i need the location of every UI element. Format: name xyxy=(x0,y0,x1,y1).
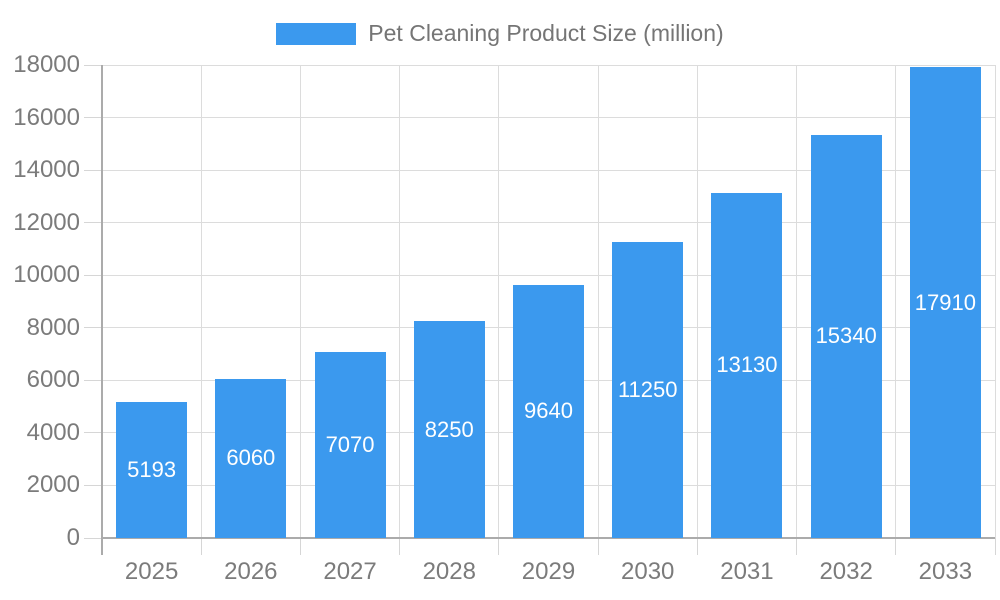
y-axis-tick xyxy=(84,64,102,66)
y-axis-tick-label: 12000 xyxy=(13,208,80,236)
y-axis-tick xyxy=(84,222,102,224)
bar-2028[interactable]: 8250 xyxy=(413,321,485,538)
x-axis-category-label: 2028 xyxy=(422,558,476,585)
vertical-gridline xyxy=(994,65,996,538)
x-axis-category-label: 2029 xyxy=(521,558,576,585)
y-axis-tick-label: 18000 xyxy=(13,51,80,78)
x-axis-category-label: 2025 xyxy=(124,558,179,585)
bar-value-label: 9640 xyxy=(524,398,573,424)
legend[interactable]: Pet Cleaning Product Size (million) xyxy=(0,20,1000,47)
horizontal-gridline xyxy=(102,169,995,171)
x-axis-category-label: 2030 xyxy=(621,558,675,585)
vertical-gridline xyxy=(895,65,897,538)
bar-2025[interactable]: 5193 xyxy=(116,401,188,538)
horizontal-gridline xyxy=(102,64,995,66)
y-axis-tick-label: 10000 xyxy=(13,261,80,289)
x-axis-category-label: 2031 xyxy=(720,558,774,585)
bar-2030[interactable]: 11250 xyxy=(612,242,684,538)
y-axis-tick xyxy=(84,274,102,276)
y-axis-tick-label: 8000 xyxy=(26,313,80,341)
y-axis-tick-label: 14000 xyxy=(13,156,80,184)
bar-value-label: 15340 xyxy=(815,323,877,349)
horizontal-gridline xyxy=(102,117,995,119)
bar-2033[interactable]: 17910 xyxy=(909,67,981,538)
bar-value-label: 11250 xyxy=(617,377,678,403)
horizontal-gridline xyxy=(102,222,995,224)
bar-2029[interactable]: 9640 xyxy=(513,284,584,538)
vertical-gridline xyxy=(597,65,599,538)
x-axis-category-label: 2027 xyxy=(323,558,377,585)
x-axis-tick xyxy=(895,538,897,555)
x-axis-tick xyxy=(200,538,202,555)
vertical-gridline xyxy=(399,65,401,538)
vertical-gridline xyxy=(696,65,698,538)
vertical-gridline xyxy=(498,65,500,538)
vertical-gridline xyxy=(299,65,301,538)
bar-2027[interactable]: 7070 xyxy=(314,352,386,538)
y-axis-line xyxy=(101,65,103,555)
y-axis-tick xyxy=(84,484,102,486)
y-axis-tick xyxy=(84,117,102,119)
vertical-gridline xyxy=(200,65,202,538)
bar-value-label: 5193 xyxy=(127,456,177,482)
bar-value-label: 13130 xyxy=(716,352,778,378)
bar-2032[interactable]: 15340 xyxy=(810,134,882,538)
legend-swatch-icon xyxy=(276,22,357,45)
bar-value-label: 8250 xyxy=(424,416,474,442)
y-axis-tick xyxy=(84,537,102,539)
bar-value-label: 17910 xyxy=(914,289,976,315)
y-axis-tick xyxy=(84,169,102,171)
y-axis-tick-label: 0 xyxy=(66,524,80,551)
vertical-gridline xyxy=(796,65,798,538)
x-axis-tick xyxy=(597,538,599,555)
horizontal-gridline xyxy=(102,274,995,276)
y-axis-tick-label: 16000 xyxy=(13,103,80,131)
bar-2026[interactable]: 6060 xyxy=(215,378,287,538)
legend-label: Pet Cleaning Product Size (million) xyxy=(368,20,724,46)
x-axis-category-label: 2033 xyxy=(918,558,973,585)
bar-value-label: 7070 xyxy=(325,432,375,458)
bar-value-label: 6060 xyxy=(226,445,276,471)
y-axis-tick-label: 6000 xyxy=(26,366,80,394)
y-axis-tick xyxy=(84,379,102,381)
x-axis-tick xyxy=(498,538,500,555)
x-axis-line xyxy=(102,537,995,539)
x-axis-tick xyxy=(696,538,698,555)
y-axis-tick xyxy=(84,327,102,329)
x-axis-tick xyxy=(299,538,301,555)
bar-2031[interactable]: 13130 xyxy=(711,192,783,538)
x-axis-tick xyxy=(399,538,401,555)
y-axis-tick xyxy=(84,432,102,434)
x-axis-tick xyxy=(796,538,798,555)
y-axis-tick-label: 4000 xyxy=(26,418,80,446)
x-axis-category-label: 2026 xyxy=(224,558,278,585)
y-axis-tick-label: 2000 xyxy=(26,471,80,499)
x-axis-category-label: 2032 xyxy=(819,558,873,585)
x-axis-tick xyxy=(994,538,996,555)
